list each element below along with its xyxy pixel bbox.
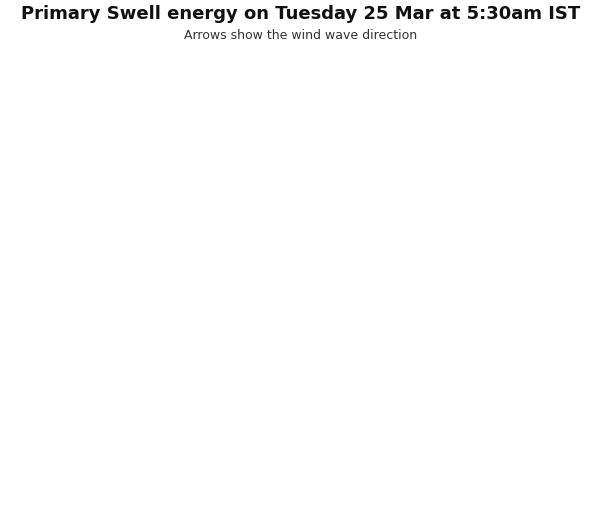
Text: Arrows show the wind wave direction: Arrows show the wind wave direction xyxy=(184,29,417,42)
Text: Primary Swell energy on Tuesday 25 Mar at 5:30am IST: Primary Swell energy on Tuesday 25 Mar a… xyxy=(21,5,580,23)
Text: cartopy required: cartopy required xyxy=(243,271,358,285)
